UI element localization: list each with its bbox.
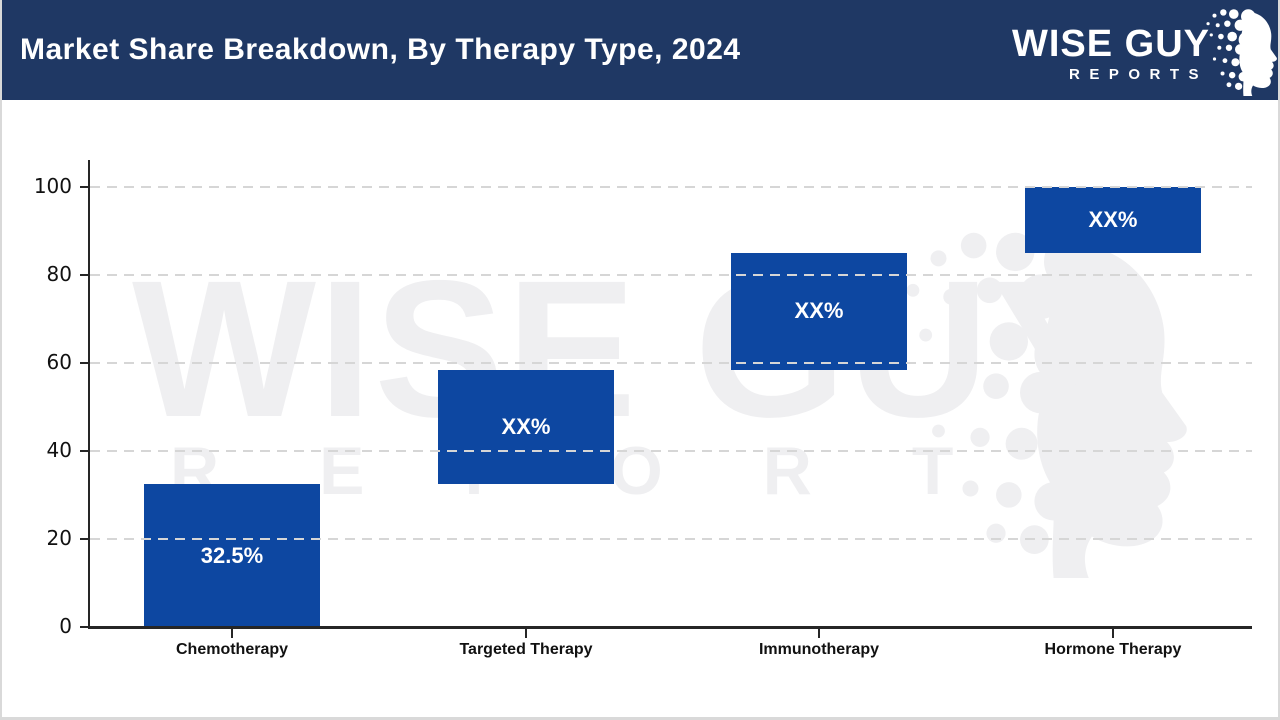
y-tick-mark [80,538,88,540]
header-bar: Market Share Breakdown, By Therapy Type,… [2,0,1278,100]
bar-value-label: XX% [794,298,844,324]
y-axis-line [88,160,90,629]
watermark-reports-text: REPORTS [170,433,1199,509]
gridline [90,274,1252,276]
x-axis-label: Targeted Therapy [459,641,593,658]
page-title: Market Share Breakdown, By Therapy Type,… [20,33,741,66]
y-tick-label: 40 [46,438,72,462]
y-tick-mark [80,450,88,452]
bar-immunotherapy [731,253,907,370]
y-tick-mark [80,626,88,628]
x-axis-label: Chemotherapy [175,641,289,658]
logo-head-icon [1206,9,1277,96]
x-tick-mark [818,629,820,638]
bar-chemotherapy [144,484,320,627]
y-tick-label: 80 [46,262,72,286]
logo-text: WISE GUY REPORTS [1012,24,1210,83]
wiseguy-logo: WISE GUY REPORTS [1012,6,1278,96]
y-tick-label: 100 [33,174,72,198]
y-tick-mark [80,362,88,364]
logo-wiseguy-text: WISE GUY [1011,22,1210,65]
y-tick-label: 60 [46,350,72,374]
gridline [90,186,1252,188]
bar-value-label: XX% [1088,207,1138,232]
x-axis-line [88,626,1252,629]
bar-hormone-therapy [1025,187,1201,253]
x-axis-label: Hormone Therapy [1044,641,1182,658]
x-axis-label: Immunotherapy [758,641,879,658]
x-tick-mark [231,629,233,638]
bar-value-label: XX% [501,413,551,439]
y-tick-mark [80,274,88,276]
gridline [90,450,1252,452]
bar-value-label: 32.5% [200,542,264,568]
gridline [90,538,1252,540]
logo-reports-text: REPORTS [1068,65,1208,83]
y-tick-label: 0 [59,614,72,638]
y-tick-label: 20 [46,526,72,550]
gridline [90,362,1252,364]
bar-targeted-therapy [438,369,614,484]
x-tick-mark [1112,629,1114,638]
y-tick-mark [80,186,88,188]
x-tick-mark [525,629,527,638]
